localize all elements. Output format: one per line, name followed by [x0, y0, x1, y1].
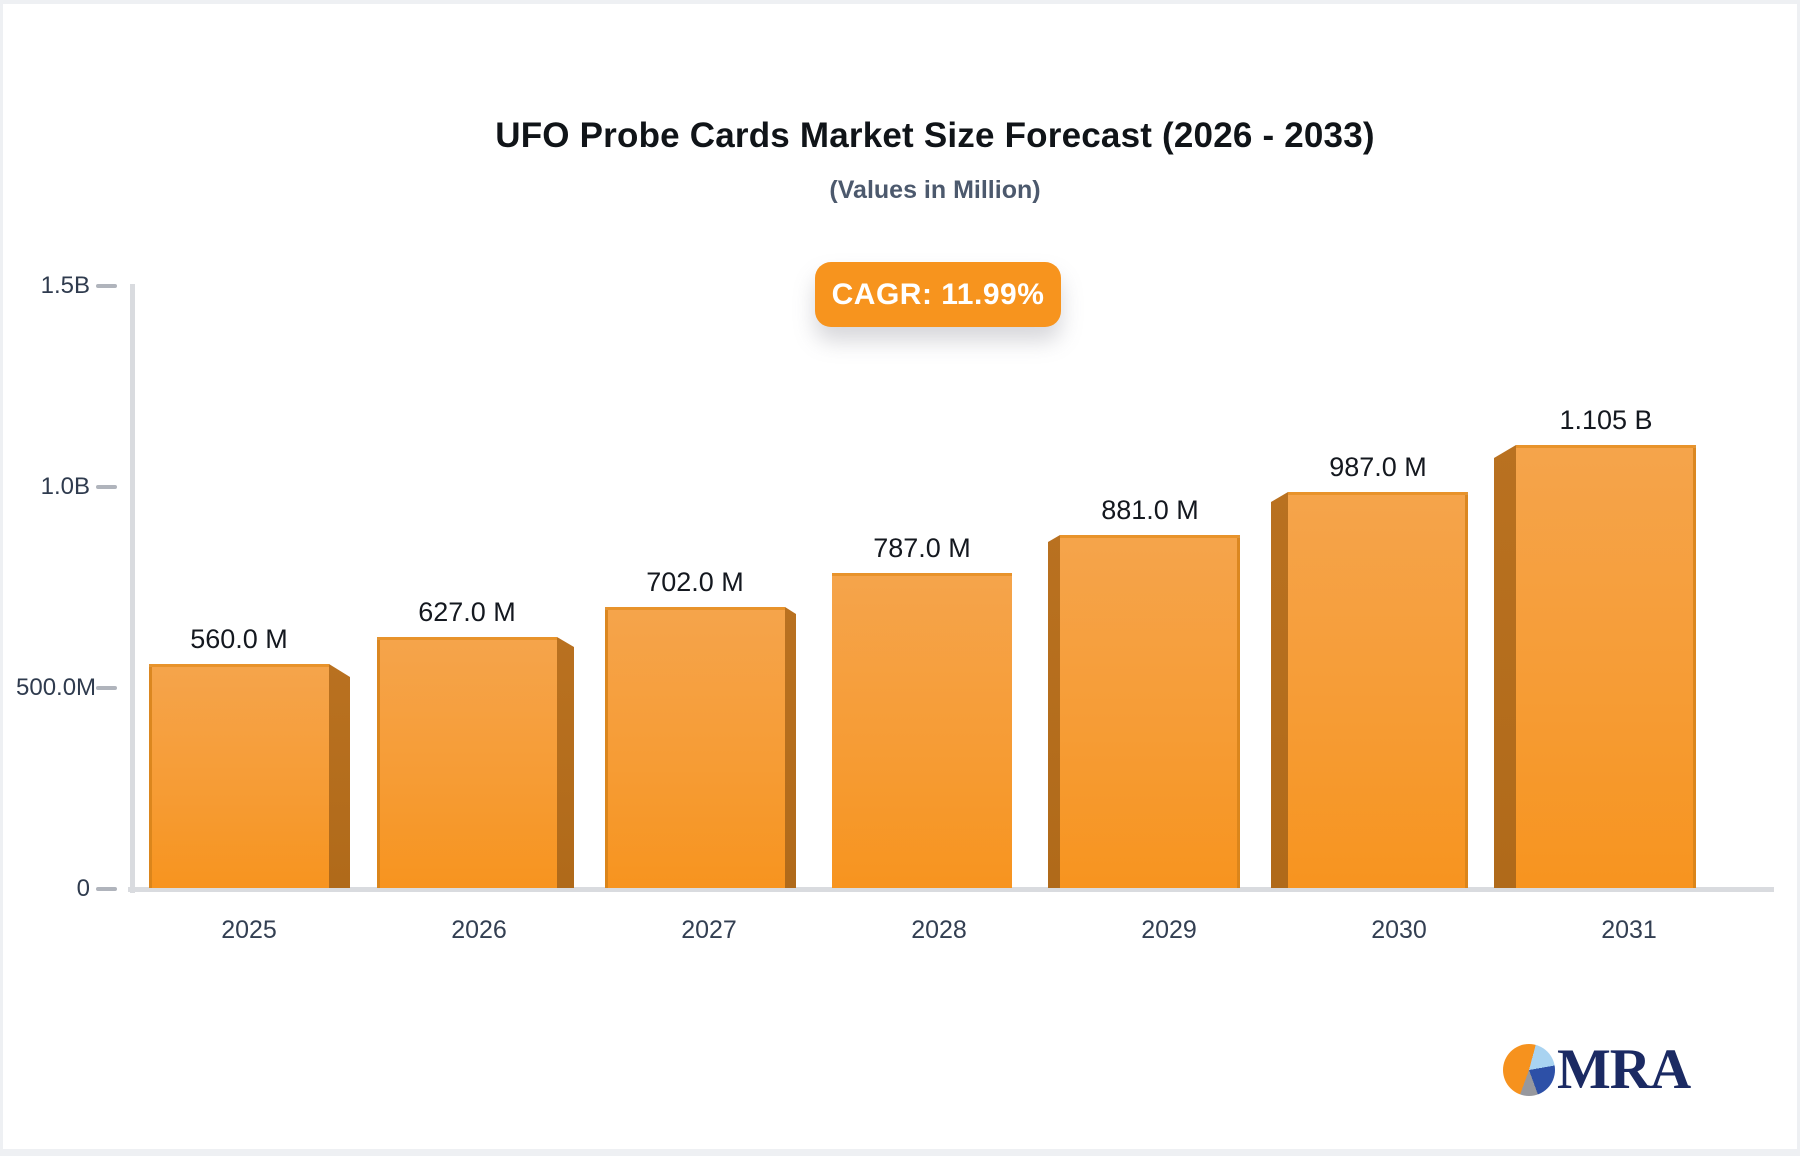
- y-axis-tick: [96, 686, 117, 690]
- bar-3d-side: [785, 607, 796, 888]
- bar-3d-side: [329, 664, 350, 888]
- y-axis-label: 0: [76, 875, 90, 902]
- bar: [1288, 492, 1468, 888]
- logo-text: MRA: [1557, 1038, 1691, 1101]
- bar-value-label: 787.0 M: [873, 533, 971, 563]
- y-axis-label: 1.0B: [40, 473, 90, 500]
- bar: [605, 607, 785, 888]
- bar-3d-side: [1271, 492, 1288, 888]
- cagr-badge-label: CAGR: 11.99%: [831, 277, 1045, 311]
- y-axis-label: 1.5B: [40, 272, 90, 299]
- y-axis-tick: [96, 485, 117, 489]
- bar-3d-side: [1048, 535, 1060, 888]
- mra-logo: MRA: [1503, 1040, 1733, 1100]
- bar: [377, 637, 557, 888]
- bar: [149, 664, 329, 888]
- page-subtitle: (Values in Million): [829, 176, 1041, 204]
- cagr-badge: CAGR: 11.99%: [815, 262, 1061, 327]
- bar-value-label: 881.0 M: [1101, 495, 1199, 525]
- y-axis-label: 500.0M: [16, 674, 97, 701]
- x-axis-label: 2026: [451, 916, 507, 944]
- y-axis-tick: [96, 887, 117, 891]
- y-axis-line: [130, 284, 135, 893]
- bar-value-label: 987.0 M: [1329, 452, 1427, 482]
- x-axis-label: 2029: [1141, 916, 1197, 944]
- bar: [1060, 535, 1240, 888]
- x-axis-baseline: [128, 887, 1774, 892]
- x-axis-label: 2025: [221, 916, 277, 944]
- y-axis-tick: [96, 284, 117, 288]
- bar-value-label: 627.0 M: [418, 597, 516, 627]
- x-axis-label: 2027: [681, 916, 737, 944]
- x-axis-label: 2028: [911, 916, 967, 944]
- page-title: UFO Probe Cards Market Size Forecast (20…: [495, 116, 1375, 155]
- bar-value-label: 1.105 B: [1559, 405, 1653, 435]
- bar: [832, 573, 1012, 888]
- x-axis-label: 2031: [1601, 916, 1657, 944]
- bar-3d-side: [557, 637, 574, 888]
- pie-chart-logo-icon: [1503, 1044, 1555, 1096]
- bar: [1516, 445, 1696, 888]
- bar-3d-side: [1494, 445, 1516, 888]
- bar-value-label: 702.0 M: [646, 567, 744, 597]
- x-axis-label: 2030: [1371, 916, 1427, 944]
- bar-value-label: 560.0 M: [190, 624, 288, 654]
